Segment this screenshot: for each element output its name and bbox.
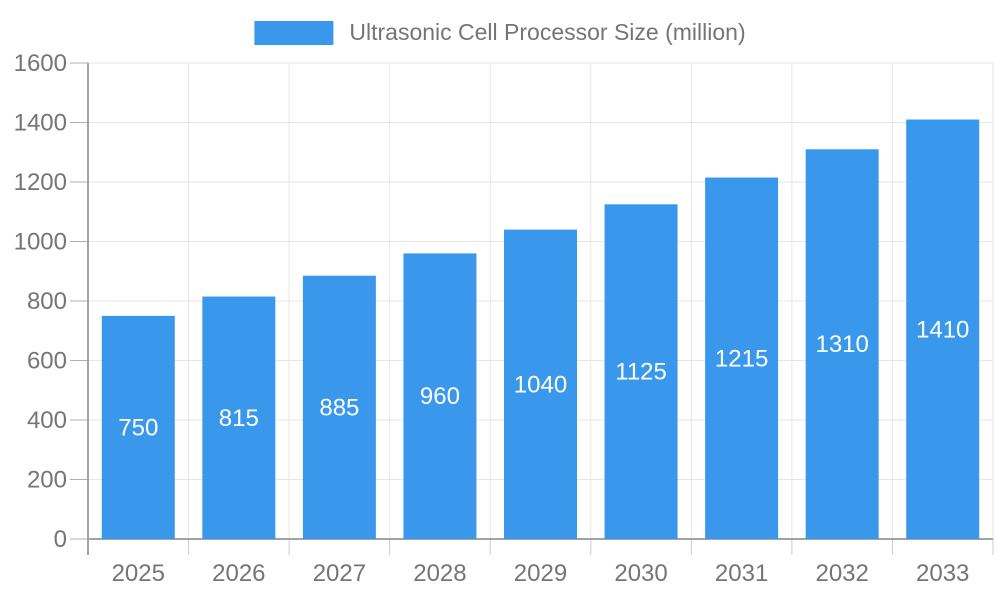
y-axis-tick-label: 1200	[14, 169, 67, 196]
x-axis-tick-label: 2028	[413, 560, 466, 587]
bar[interactable]	[805, 149, 879, 539]
y-axis-tick-label: 600	[27, 348, 67, 375]
x-axis-tick-label: 2029	[514, 560, 567, 587]
bar-value-label: 1125	[615, 359, 667, 386]
x-axis-tick-label: 2030	[614, 560, 667, 587]
legend-swatch	[254, 20, 334, 45]
y-axis-tick-label: 1600	[14, 50, 67, 77]
bar[interactable]	[202, 296, 276, 539]
y-axis-tick-label: 0	[54, 526, 67, 553]
bar-value-label: 960	[420, 383, 460, 410]
x-axis-tick-label: 2032	[815, 560, 868, 587]
bar[interactable]	[705, 177, 779, 539]
legend[interactable]: Ultrasonic Cell Processor Size (million)	[254, 19, 746, 46]
bar[interactable]	[604, 204, 678, 539]
bar-value-label: 815	[219, 405, 259, 432]
y-axis-tick-label: 200	[27, 467, 67, 494]
bar[interactable]	[302, 275, 376, 539]
x-axis-tick-label: 2033	[916, 560, 969, 587]
bar-value-label: 750	[118, 414, 158, 441]
x-axis-tick-label: 2025	[112, 560, 165, 587]
bar-value-label: 1410	[916, 316, 969, 343]
x-axis-tick-label: 2026	[212, 560, 265, 587]
bar-value-label: 1215	[715, 345, 768, 372]
bar[interactable]	[906, 119, 980, 540]
y-axis-tick-label: 1000	[14, 229, 67, 256]
x-axis-tick-label: 2027	[313, 560, 366, 587]
bar-value-label: 885	[319, 394, 359, 421]
bar[interactable]	[101, 315, 175, 539]
bar-value-label: 1040	[514, 371, 567, 398]
legend-label: Ultrasonic Cell Processor Size (million)	[349, 19, 746, 45]
bar[interactable]	[504, 229, 577, 539]
x-axis-tick-label: 2031	[715, 560, 768, 587]
bar-value-label: 1310	[815, 331, 868, 358]
y-axis-tick-label: 800	[27, 288, 67, 315]
bar[interactable]	[403, 253, 477, 539]
y-axis-tick-label: 1400	[14, 110, 67, 137]
y-axis-tick-label: 400	[27, 407, 67, 434]
